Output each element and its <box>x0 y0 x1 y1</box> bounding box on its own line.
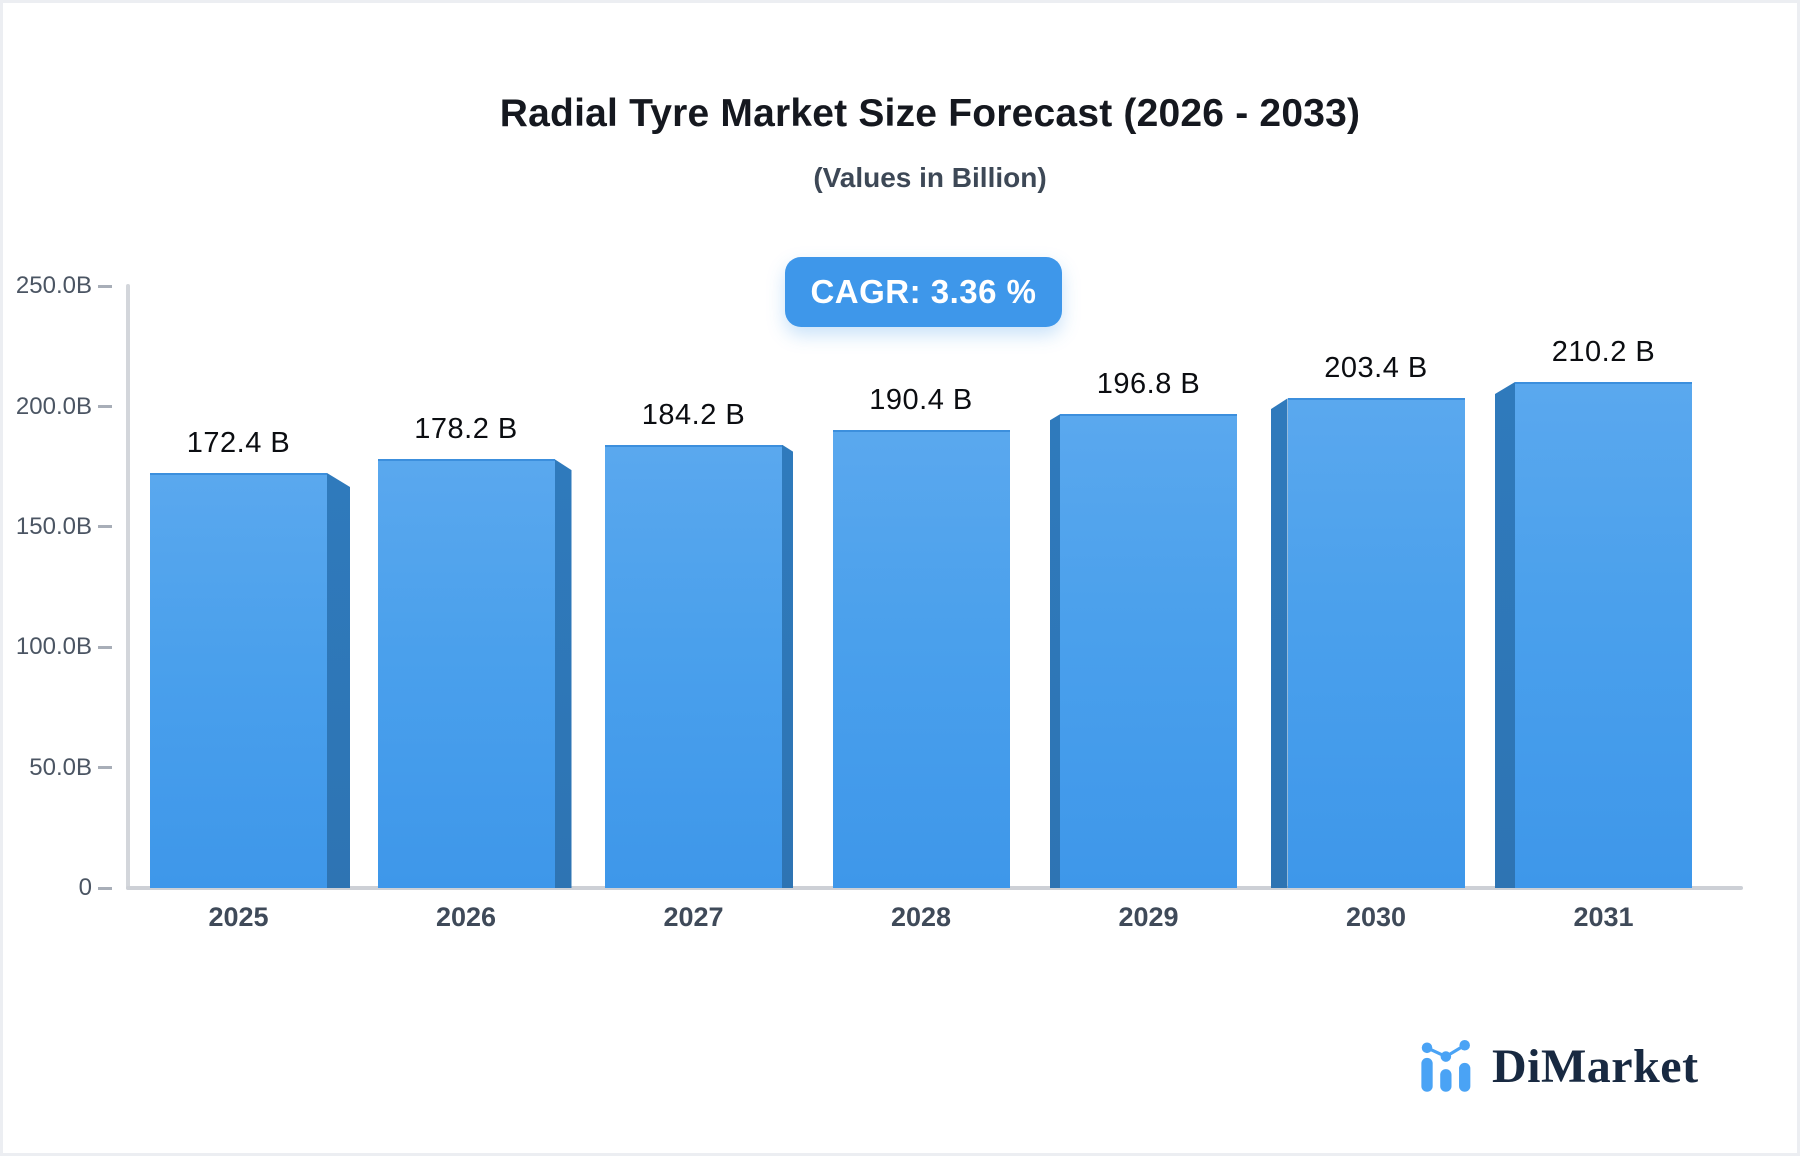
bar-2026 <box>377 459 555 888</box>
y-axis-tick-label: 150.0B <box>15 512 92 540</box>
y-axis-tick-mark <box>98 284 112 288</box>
bar-value-label: 190.4 B <box>869 383 973 416</box>
y-axis-line <box>126 284 130 890</box>
mini-bar-line-chart-icon <box>1421 1040 1471 1092</box>
y-axis-tick-mark <box>98 405 112 409</box>
brand-name: DiMarket <box>1492 1039 1699 1093</box>
cagr-badge: CAGR: 3.36 % <box>785 257 1062 327</box>
bar-value-label: 178.2 B <box>414 413 518 446</box>
chart-title: Radial Tyre Market Size Forecast (2026 -… <box>499 92 1361 135</box>
bar-2027 <box>605 444 782 888</box>
bar-2030 <box>1287 398 1465 888</box>
x-axis-label-2029: 2029 <box>1118 902 1179 932</box>
x-axis-label-2025: 2025 <box>208 902 269 932</box>
bar-2031 <box>1515 382 1692 888</box>
x-axis-line <box>126 886 1743 890</box>
bar-side-3d-2029 <box>1050 414 1060 888</box>
bar-value-label: 184.2 B <box>641 398 746 431</box>
x-axis-label-2027: 2027 <box>663 902 724 932</box>
bar-side-3d-2027 <box>782 444 793 888</box>
y-axis-tick-label: 250.0B <box>15 272 92 300</box>
chart-subtitle: (Values in Billion) <box>813 162 1047 193</box>
y-axis-tick-mark <box>98 645 112 649</box>
y-axis-tick-mark <box>98 525 112 529</box>
y-axis-tick-mark <box>98 766 112 770</box>
bar-value-label: 203.4 B <box>1324 352 1428 385</box>
bar-value-label: 196.8 B <box>1096 368 1201 401</box>
bar-value-label: 172.4 B <box>186 427 291 460</box>
bar-2025 <box>150 473 327 888</box>
x-axis-label-2031: 2031 <box>1573 902 1634 932</box>
y-axis-tick-label: 100.0B <box>15 633 92 661</box>
bar-value-label: 210.2 B <box>1551 336 1656 369</box>
y-axis-tick-label: 200.0B <box>15 392 92 420</box>
brand-logo: DiMarket <box>1420 1036 1699 1096</box>
y-axis-tick-label: 50.0B <box>29 753 92 781</box>
bar-side-3d-2031 <box>1495 382 1515 888</box>
bar-2029 <box>1060 414 1237 888</box>
x-axis-label-2026: 2026 <box>435 902 497 932</box>
bar-side-3d-2026 <box>554 459 572 888</box>
bar-side-3d-2030 <box>1270 398 1288 888</box>
bar-2028 <box>832 429 1010 888</box>
cagr-badge-label: CAGR: 3.36 % <box>810 273 1037 310</box>
y-axis-tick-label: 0 <box>78 874 92 901</box>
x-axis-label-2030: 2030 <box>1345 902 1407 932</box>
x-axis-label-2028: 2028 <box>890 902 952 932</box>
y-axis-tick-mark <box>98 886 112 890</box>
bar-side-3d-2025 <box>327 473 350 888</box>
